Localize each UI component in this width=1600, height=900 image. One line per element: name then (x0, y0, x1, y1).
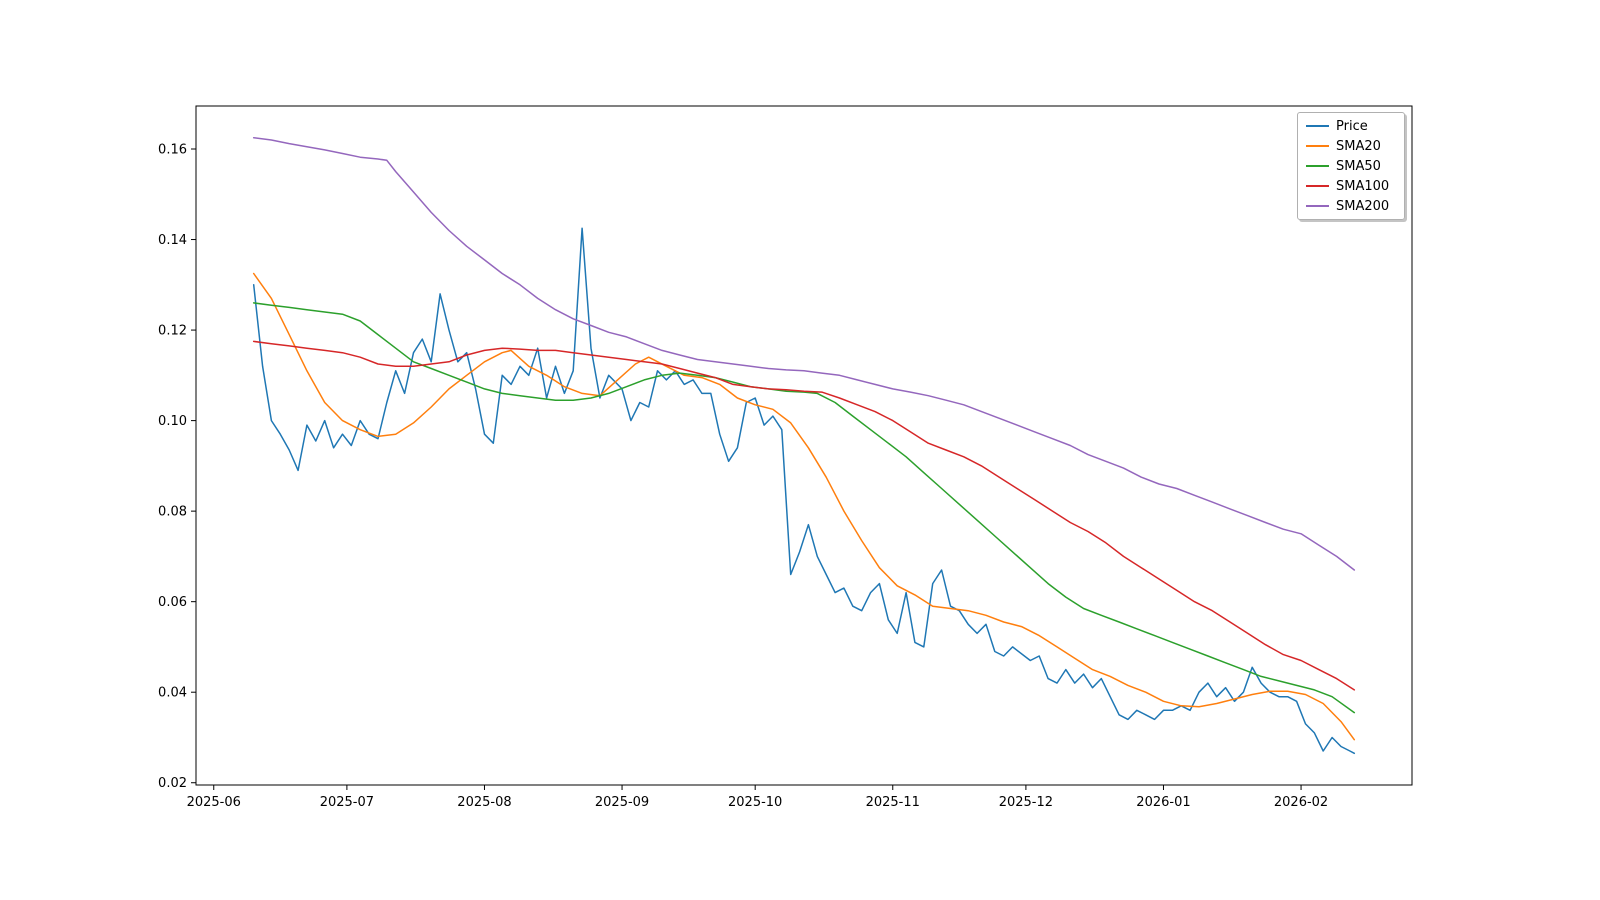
x-tick-label: 2025-06 (187, 795, 241, 810)
x-tick-label: 2025-11 (866, 795, 920, 810)
y-tick-label: 0.02 (158, 776, 187, 791)
series-line-sma100 (252, 340, 1356, 691)
legend-item-price: Price (1306, 116, 1396, 136)
legend-line-swatch (1306, 205, 1329, 207)
x-tick-label: 2025-08 (457, 795, 511, 810)
x-tick-label: 2025-09 (595, 795, 649, 810)
legend-line-swatch (1306, 145, 1329, 147)
legend-line-swatch (1306, 165, 1329, 167)
x-tick-label: 2025-12 (999, 795, 1053, 810)
legend-line-swatch (1306, 125, 1329, 127)
x-tick-label: 2026-02 (1274, 795, 1328, 810)
axes-spines (195, 105, 1413, 786)
legend-line-swatch (1306, 185, 1329, 187)
y-tick-label: 0.06 (158, 595, 187, 610)
legend-label: SMA50 (1336, 158, 1381, 174)
series-line-sma200 (252, 136, 1356, 571)
series-line-price (252, 227, 1356, 755)
x-tick-label: 2026-01 (1136, 795, 1190, 810)
y-tick-label: 0.14 (158, 233, 187, 248)
y-tick-label: 0.16 (158, 143, 187, 158)
legend-item-sma100: SMA100 (1306, 176, 1396, 196)
chart-legend: Price SMA20 SMA50 SMA100 SMA200 (1297, 112, 1405, 220)
legend-item-sma200: SMA200 (1306, 196, 1396, 216)
series-line-sma20 (252, 272, 1356, 741)
legend-label: SMA100 (1336, 178, 1390, 194)
x-tick-label: 2025-07 (320, 795, 374, 810)
legend-label: SMA20 (1336, 138, 1381, 154)
legend-item-sma50: SMA50 (1306, 156, 1396, 176)
legend-label: Price (1336, 118, 1368, 134)
y-tick-label: 0.08 (158, 505, 187, 520)
legend-item-sma20: SMA20 (1306, 136, 1396, 156)
y-tick-label: 0.12 (158, 324, 187, 339)
x-tick-label: 2025-10 (728, 795, 782, 810)
legend-label: SMA200 (1336, 198, 1390, 214)
y-tick-label: 0.04 (158, 686, 187, 701)
y-tick-label: 0.10 (158, 414, 187, 429)
series-line-sma50 (252, 302, 1356, 714)
